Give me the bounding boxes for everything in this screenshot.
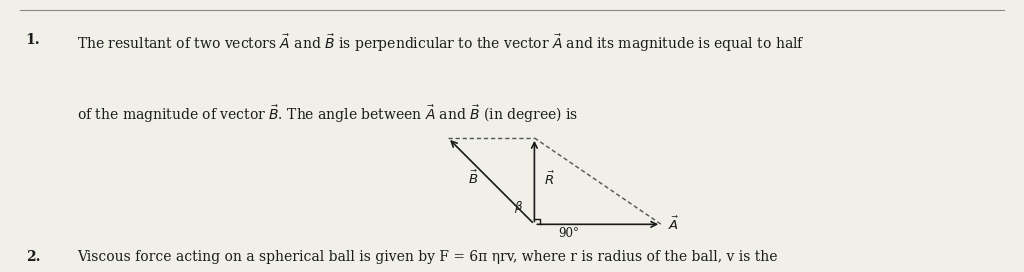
Text: The resultant of two vectors $\vec{A}$ and $\vec{B}$ is perpendicular to the vec: The resultant of two vectors $\vec{A}$ a… bbox=[77, 33, 805, 54]
Text: Viscous force acting on a spherical ball is given by F = 6π ηrv, where r is radi: Viscous force acting on a spherical ball… bbox=[77, 250, 777, 264]
Text: 2.: 2. bbox=[26, 250, 40, 264]
Text: 1.: 1. bbox=[26, 33, 40, 47]
Text: $\beta$: $\beta$ bbox=[514, 199, 523, 215]
Text: $\vec{A}$: $\vec{A}$ bbox=[668, 216, 679, 233]
Text: 90°: 90° bbox=[559, 227, 580, 240]
Text: $\vec{B}$: $\vec{B}$ bbox=[468, 169, 478, 187]
Text: $\vec{R}$: $\vec{R}$ bbox=[544, 171, 555, 188]
Text: of the magnitude of vector $\vec{B}$. The angle between $\vec{A}$ and $\vec{B}$ : of the magnitude of vector $\vec{B}$. Th… bbox=[77, 103, 578, 125]
